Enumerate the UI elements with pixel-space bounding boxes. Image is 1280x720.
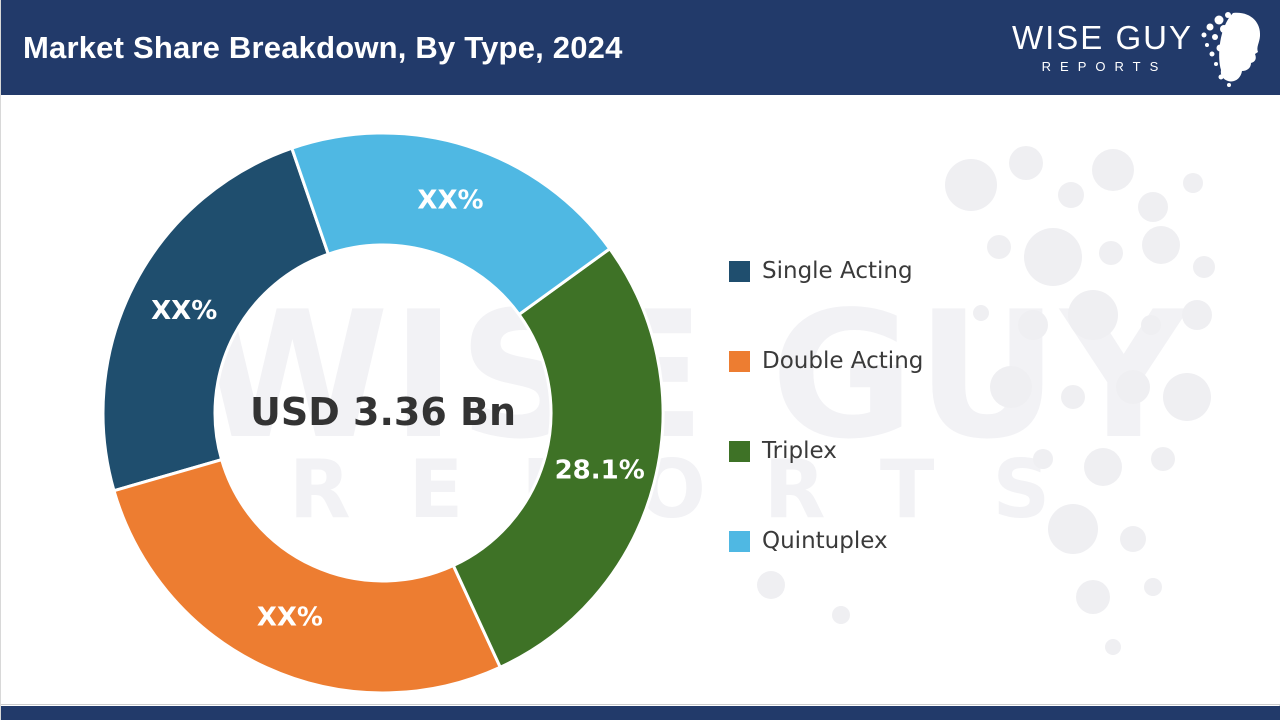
donut-slice-quintuplex <box>289 131 612 317</box>
legend-item-quintuplex: Quintuplex <box>729 529 923 553</box>
legend-swatch-icon <box>729 260 750 282</box>
legend-swatch-icon <box>729 350 750 372</box>
slice-label-double-acting: XX% <box>257 603 323 633</box>
brand-subtitle: REPORTS <box>1041 58 1168 74</box>
donut-slice-triplex <box>451 246 665 670</box>
brand-name: WISE GUY <box>1011 19 1193 57</box>
slice-label-single-acting: XX% <box>151 296 217 326</box>
legend-label: Quintuplex <box>762 527 888 554</box>
donut-chart: XX% XX% 28.1% XX% USD 3.36 Bn <box>101 131 665 695</box>
chart-area: WISE GUY REPORTS <box>1 95 1280 705</box>
footer-bar <box>1 706 1280 720</box>
donut-slice-single-acting <box>101 146 331 493</box>
brand-logo-text: WISE GUY REPORTS <box>1012 21 1193 74</box>
slice-label-quintuplex: XX% <box>417 185 483 215</box>
legend-label: Triplex <box>762 437 837 464</box>
legend-label: Single Acting <box>762 257 913 284</box>
brand-logo: WISE GUY REPORTS <box>1012 7 1267 89</box>
legend-swatch-icon <box>729 440 750 462</box>
legend-item-triplex: Triplex <box>729 439 923 463</box>
watermark-face-dots <box>757 146 1215 655</box>
header-bar: Market Share Breakdown, By Type, 2024 WI… <box>1 0 1280 95</box>
legend-swatch-icon <box>729 530 750 552</box>
donut-center-value: USD 3.36 Bn <box>250 390 516 434</box>
legend-item-double-acting: Double Acting <box>729 349 923 373</box>
legend-label: Double Acting <box>762 347 924 374</box>
donut-slice-double-acting <box>112 457 503 695</box>
chart-legend: Single Acting Double Acting Triplex Quintup… <box>729 259 923 619</box>
watermark-text-line2: REPORTS <box>289 443 1109 536</box>
page-title: Market Share Breakdown, By Type, 2024 <box>23 29 623 65</box>
face-profile-logo-icon <box>1201 11 1261 87</box>
slice-label-triplex: 28.1% <box>555 456 645 486</box>
legend-item-single-acting: Single Acting <box>729 259 923 283</box>
